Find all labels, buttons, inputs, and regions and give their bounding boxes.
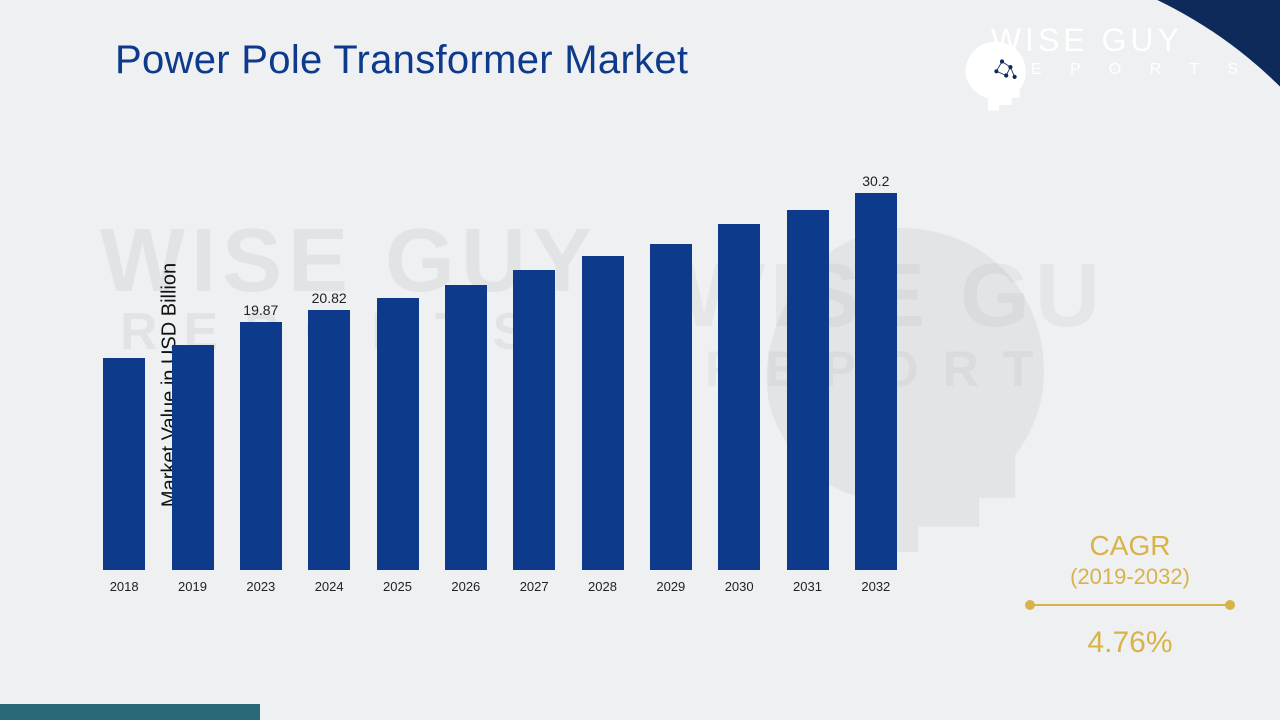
x-tick-label: 2032 (854, 579, 898, 594)
bar-value-label: 30.2 (855, 173, 897, 189)
chart-bar: 20.82 (308, 310, 350, 570)
cagr-value: 4.76% (1030, 626, 1230, 660)
logo-head-icon (960, 40, 1030, 118)
x-tick-label: 2030 (717, 579, 761, 594)
chart-bar (582, 256, 624, 570)
x-tick-label: 2027 (512, 579, 556, 594)
chart-bar: 19.87 (240, 322, 282, 570)
x-tick-label: 2024 (307, 579, 351, 594)
plot-area: 19.87 20.82 30.2 (90, 170, 910, 570)
chart-bar (377, 298, 419, 571)
cagr-divider (1030, 604, 1230, 606)
x-tick-label: 2026 (444, 579, 488, 594)
infographic-stage: WISE GUY REPORTS WISE GU REPORT Power Po… (0, 0, 1280, 720)
brand-logo: WISE GUY R E P O R T S (991, 22, 1250, 79)
cagr-block: CAGR (2019-2032) 4.76% (1030, 530, 1230, 660)
chart-title: Power Pole Transformer Market (115, 38, 688, 83)
chart-bar (787, 210, 829, 570)
x-tick-label: 2025 (376, 579, 420, 594)
chart-bar (445, 285, 487, 570)
x-tick-label: 2019 (171, 579, 215, 594)
bottom-accent-bar (0, 704, 260, 720)
x-tick-label: 2029 (649, 579, 693, 594)
x-tick-label: 2023 (239, 579, 283, 594)
x-tick-label: 2031 (786, 579, 830, 594)
x-tick-label: 2028 (581, 579, 625, 594)
chart-bar (650, 244, 692, 570)
chart-bar: 30.2 (855, 193, 897, 571)
chart-bar (172, 345, 214, 570)
cagr-period: (2019-2032) (1030, 564, 1230, 590)
bar-chart: Market Value in USD Billion 19.8720.8230… (60, 170, 910, 600)
x-tick-label: 2018 (102, 579, 146, 594)
chart-bar (513, 270, 555, 570)
cagr-label: CAGR (1030, 530, 1230, 562)
bar-value-label: 19.87 (240, 302, 282, 318)
chart-bar (103, 358, 145, 571)
chart-bar (718, 224, 760, 570)
bar-value-label: 20.82 (308, 290, 350, 306)
